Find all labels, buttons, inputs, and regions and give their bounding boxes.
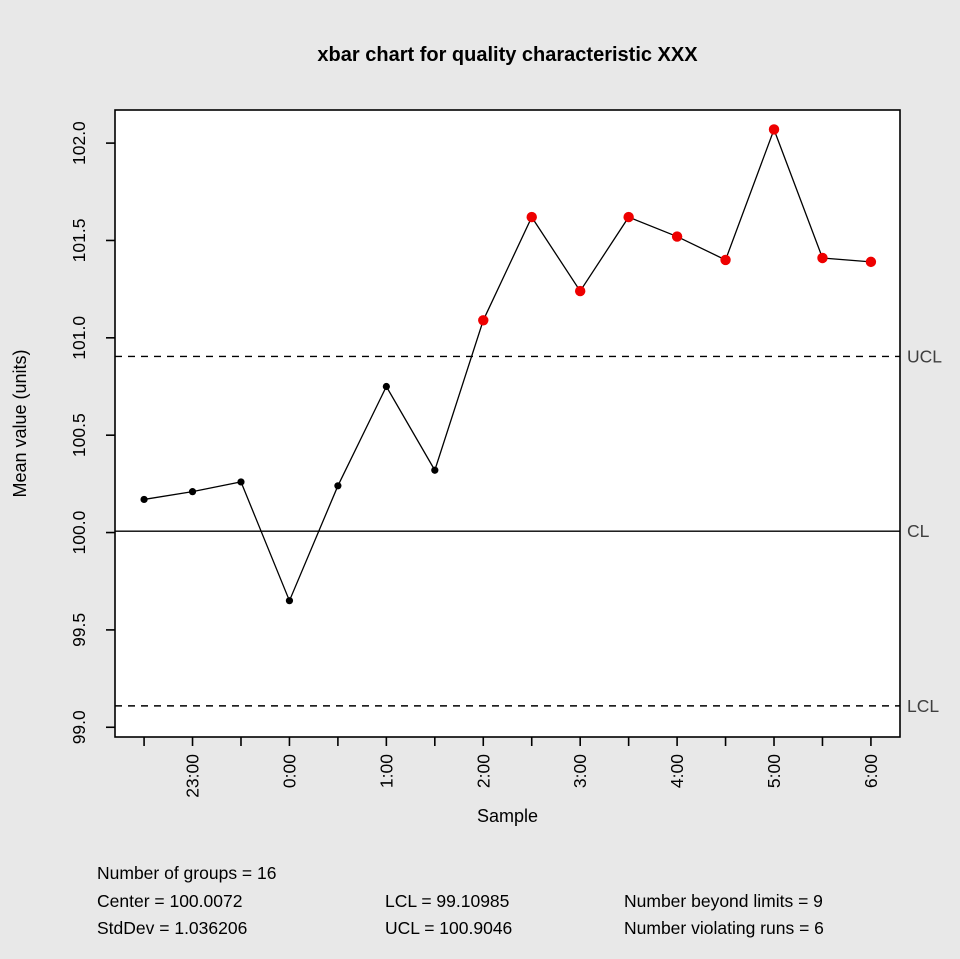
y-tick-label: 100.0 [69,510,89,554]
data-point [237,478,245,486]
y-tick-label: 99.0 [69,710,89,744]
y-tick-label: 99.5 [69,613,89,647]
data-point [431,466,439,474]
data-line [143,127,871,603]
data-point [188,488,197,496]
x-tick-label: 3:00 [570,754,590,788]
data-point [285,597,294,605]
x-tick-label: 1:00 [376,754,396,788]
y-axis-title: Mean value (units) [10,349,30,497]
x-axis-title: Sample [477,806,538,826]
data-point-beyond-limits [671,231,683,242]
data-point [334,482,342,490]
data-point-beyond-limits [817,252,828,264]
x-tick-label: 5:00 [764,754,784,788]
plot-border [114,109,901,738]
stat-number-of-groups: Number of groups = 16 [97,863,277,883]
x-tick-label: 4:00 [667,754,687,788]
chart-title: xbar chart for quality characteristic XX… [317,44,698,66]
data-point-beyond-limits [478,315,489,326]
y-tick-label: 101.0 [69,316,89,360]
x-tick-label: 2:00 [473,754,493,788]
data-point-beyond-limits [720,254,731,266]
ucl-label: UCL [907,346,942,366]
x-tick-label: 6:00 [861,754,881,788]
data-point-beyond-limits [865,256,877,268]
stat-center: Center = 100.0072 [97,891,243,911]
stat-lcl: LCL = 99.10985 [385,891,510,911]
y-tick-label: 100.5 [69,413,89,457]
y-tick-label: 102.0 [69,121,89,165]
data-point [382,382,390,391]
cl-label: CL [907,521,930,541]
data-point-beyond-limits [623,211,634,223]
data-point-beyond-limits [574,285,586,297]
stat-number-beyond-limits: Number beyond limits = 9 [624,891,823,911]
stat-number-violating-runs: Number violating runs = 6 [624,918,824,938]
data-point [140,495,148,504]
stat-ucl: UCL = 100.9046 [385,918,513,938]
control-chart-plot: UCL CL LCL 99.0 99.5 100.0 100.5 101.0 101.5 102.… [10,109,942,826]
y-tick-label: 101.5 [69,219,89,263]
data-point-beyond-limits [768,124,780,135]
data-point-beyond-limits [526,211,537,223]
lcl-label: LCL [907,696,939,716]
x-tick-label: 0:00 [279,754,299,788]
x-tick-label: 23:00 [183,754,203,798]
plot-area [115,110,900,737]
stat-stddev: StdDev = 1.036206 [97,918,248,938]
